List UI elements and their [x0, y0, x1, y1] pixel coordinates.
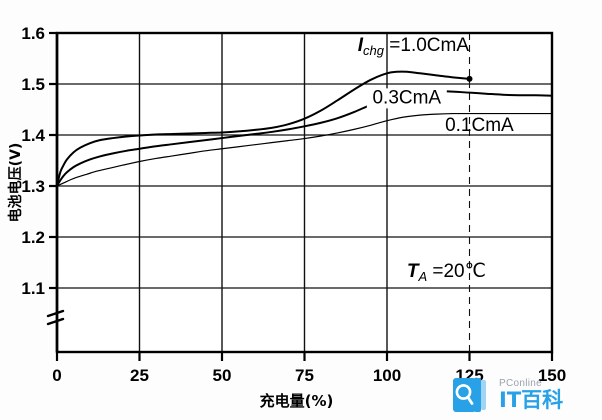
temperature-label: TA =20℃: [407, 261, 486, 284]
curve-0.3CmA: [56, 90, 553, 187]
xtick-label-100: 100: [373, 366, 401, 385]
charge-current-label: Ichg =1.0CmA: [358, 35, 470, 58]
xtick-label-50: 50: [213, 366, 232, 385]
curve-label-0.3C: 0.3CmA: [372, 87, 441, 108]
xtick-label-150: 150: [538, 366, 566, 385]
xtick-label-25: 25: [130, 366, 149, 385]
x-axis-title: 充电量(%): [260, 392, 334, 410]
xtick-label-75: 75: [295, 366, 314, 385]
ytick-label-1.2: 1.2: [21, 228, 45, 247]
ytick-label-1.5: 1.5: [21, 75, 45, 94]
svg-text:0.1CmA: 0.1CmA: [445, 115, 514, 136]
curve-endpoint-1.0CmA: [466, 75, 473, 82]
svg-text:Ichg =1.0CmA: Ichg =1.0CmA: [358, 35, 470, 58]
ytick-label-1.4: 1.4: [21, 126, 45, 145]
ytick-label-1.3: 1.3: [21, 177, 45, 196]
y-axis-break-icon: [46, 309, 65, 326]
xtick-label-125: 125: [455, 366, 483, 385]
svg-text:0.3CmA: 0.3CmA: [372, 87, 441, 108]
xtick-label-0: 0: [52, 366, 61, 385]
ytick-label-1.6: 1.6: [21, 24, 45, 43]
ytick-label-1.1: 1.1: [21, 279, 45, 298]
curve-label-0.1C: 0.1CmA: [445, 115, 514, 136]
curve-1.0CmA: [56, 70, 471, 187]
label-backdrop-0.3C: [366, 88, 447, 109]
svg-text:TA =20℃: TA =20℃: [407, 261, 486, 284]
curve-0.1CmA: [56, 112, 553, 187]
y-axis-title: 电池电压(V): [7, 143, 24, 223]
